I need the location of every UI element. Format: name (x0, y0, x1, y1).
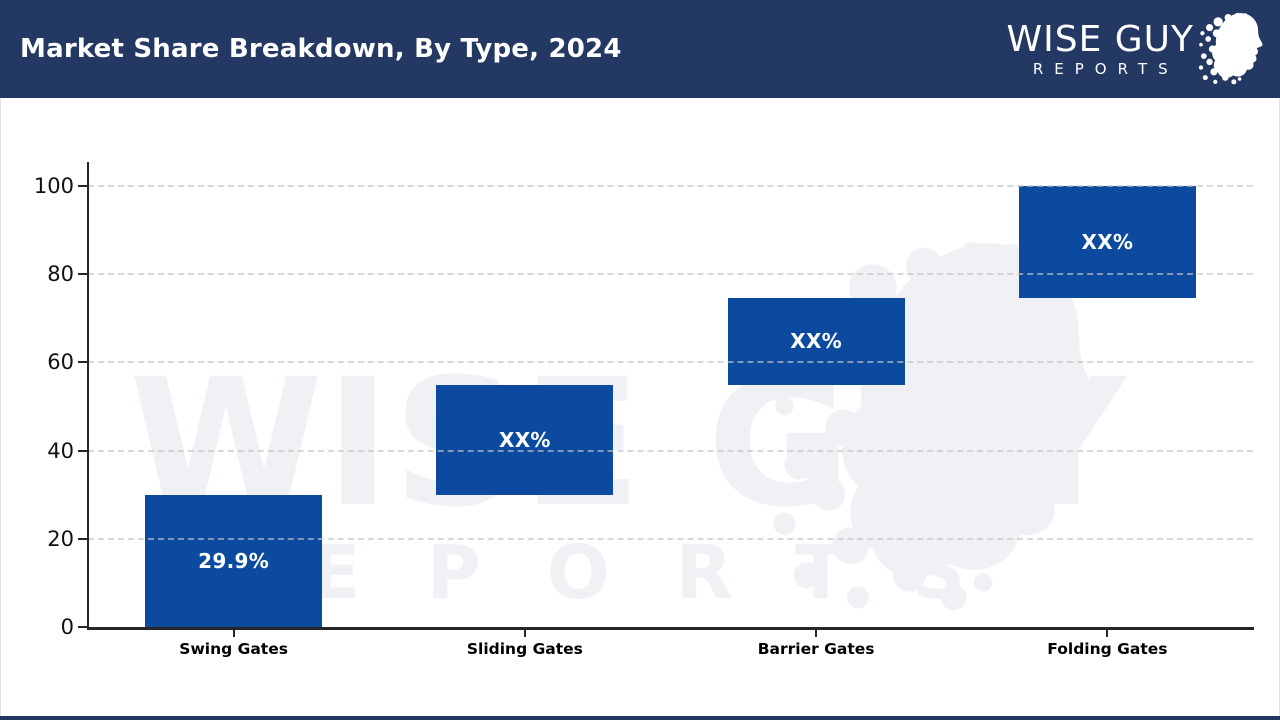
x-tick-label: Barrier Gates (757, 640, 875, 658)
y-tick (78, 361, 88, 364)
bar-value-label: XX% (790, 329, 843, 354)
x-tick-label: Folding Gates (1047, 640, 1168, 658)
y-tick-label: 0 (60, 615, 74, 639)
y-tick (78, 273, 88, 276)
page-title: Market Share Breakdown, By Type, 2024 (20, 34, 622, 64)
x-tick-label: Swing Gates (179, 640, 288, 658)
bar: 29.9% (145, 495, 323, 627)
wiseguy-logo-text: WISE GUY REPORTS (1006, 18, 1195, 78)
x-tick (232, 629, 235, 637)
y-tick (78, 537, 88, 540)
grid-line (88, 537, 1253, 540)
x-tick-label: Sliding Gates (466, 640, 583, 658)
y-tick (78, 185, 88, 187)
y-tick (78, 626, 88, 628)
grid-line (88, 273, 1253, 276)
logo-subtitle: REPORTS (1032, 59, 1179, 78)
x-axis-line (87, 626, 1254, 630)
y-tick (78, 449, 88, 452)
bar-value-label: XX% (1081, 229, 1134, 254)
x-tick (1106, 629, 1109, 637)
header-bar: Market Share Breakdown, By Type, 2024 WI… (0, 0, 1280, 98)
y-axis-line (87, 162, 90, 629)
grid-line (88, 361, 1253, 364)
y-tick-label: 40 (47, 438, 74, 463)
y-tick-label: 80 (47, 262, 74, 287)
footer-bar (0, 716, 1280, 720)
grid-line (88, 449, 1253, 452)
bar-value-label: 29.9% (198, 549, 270, 574)
wiseguy-logo: WISE GUY REPORTS (1007, 9, 1267, 89)
y-tick-label: 100 (33, 174, 74, 198)
x-tick (523, 629, 526, 637)
wiseguy-face-icon (1196, 9, 1266, 89)
y-tick-label: 60 (47, 350, 74, 375)
bar: XX% (436, 384, 614, 496)
bar: XX% (1018, 186, 1196, 298)
bar: XX% (727, 297, 905, 385)
x-tick (815, 629, 818, 637)
y-tick-label: 20 (47, 526, 74, 551)
grid-line (88, 185, 1253, 187)
logo-wordmark: WISE GUY (1006, 18, 1194, 60)
bar-value-label: XX% (498, 428, 551, 453)
